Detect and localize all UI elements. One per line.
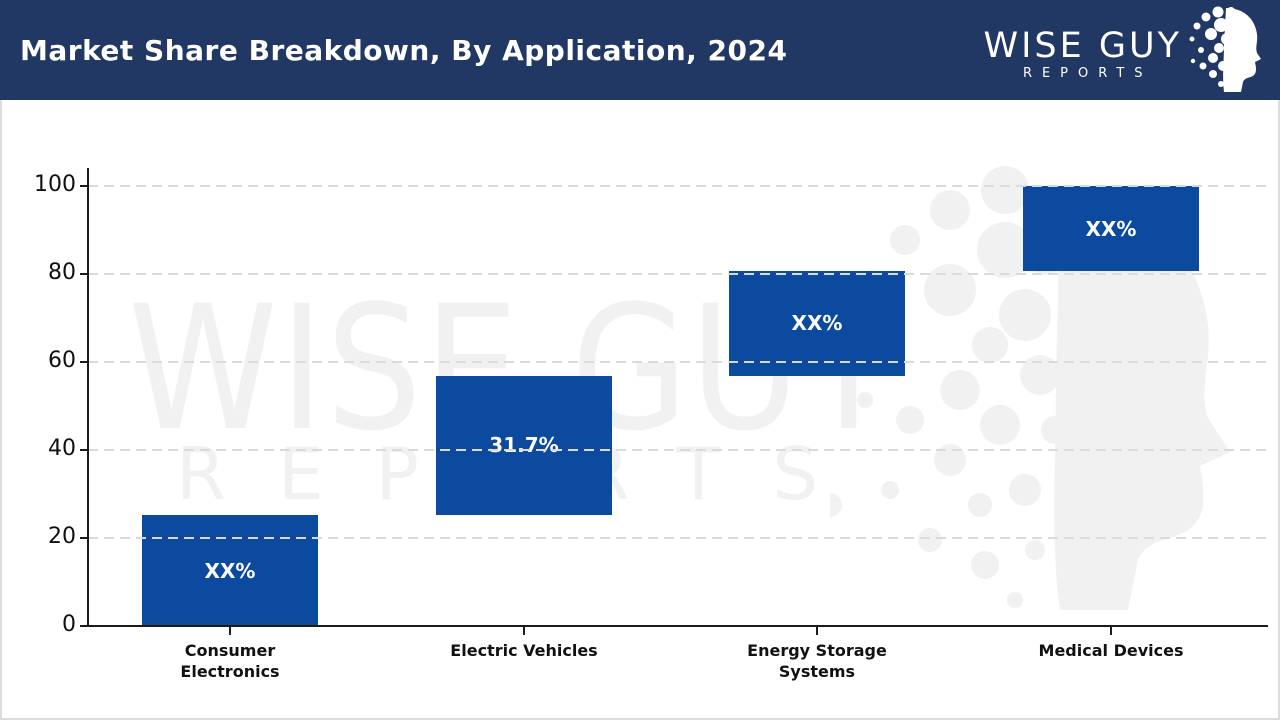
wise-guy-reports-logo: WISE GUY REPORTS [983, 6, 1262, 94]
y-axis-tick [80, 449, 88, 451]
y-axis-tick-label: 100 [34, 172, 76, 197]
x-axis-tick [1110, 626, 1112, 635]
x-axis-category-label: Energy Storage Systems [747, 641, 887, 681]
y-axis-tick [80, 273, 88, 275]
x-axis-tick [523, 626, 525, 635]
y-axis-tick-label: 0 [62, 612, 76, 637]
y-axis-tick [80, 185, 88, 187]
y-axis-tick [80, 625, 88, 627]
logo-head-icon [1189, 6, 1261, 92]
logo-wordmark: WISE GUY REPORTS [983, 27, 1182, 81]
x-axis-category-label: Medical Devices [1038, 641, 1184, 660]
bar-value-label: 31.7% [489, 433, 559, 458]
x-axis-tick [816, 626, 818, 635]
bar-energy-storage-systems: XX% [729, 271, 905, 376]
logo-line2: REPORTS [1022, 66, 1153, 81]
gridline-y-60 [88, 361, 1268, 363]
x-axis-category-label: Electric Vehicles [450, 641, 598, 660]
logo-line1: WISE GUY [983, 26, 1182, 66]
bar-value-label: XX% [1085, 216, 1137, 241]
gridline-y-40 [88, 449, 1268, 451]
bar-value-label: XX% [204, 558, 256, 583]
bar-consumer-electronics: XX% [142, 515, 318, 626]
bar-value-label: XX% [791, 311, 843, 336]
y-axis-tick-label: 80 [48, 260, 76, 285]
x-axis-category-label: Consumer Electronics [180, 641, 280, 681]
gridline-y-100 [88, 185, 1268, 187]
bar-medical-devices: XX% [1023, 186, 1199, 272]
x-axis-tick [229, 626, 231, 635]
bar-electric-vehicles: 31.7% [436, 375, 612, 516]
gridline-y-20 [88, 537, 1268, 539]
y-axis-tick-label: 20 [48, 524, 76, 549]
y-axis-tick-label: 60 [48, 348, 76, 373]
watermark-head-pattern [830, 166, 1230, 610]
x-axis-line [87, 625, 1268, 627]
y-axis-tick [80, 361, 88, 363]
y-axis-tick [80, 537, 88, 539]
page-title: Market Share Breakdown, By Application, … [20, 33, 788, 67]
header-bar: Market Share Breakdown, By Application, … [0, 0, 1280, 100]
y-axis-line [87, 168, 89, 627]
y-axis-tick-label: 40 [48, 436, 76, 461]
gridline-y-80 [88, 273, 1268, 275]
